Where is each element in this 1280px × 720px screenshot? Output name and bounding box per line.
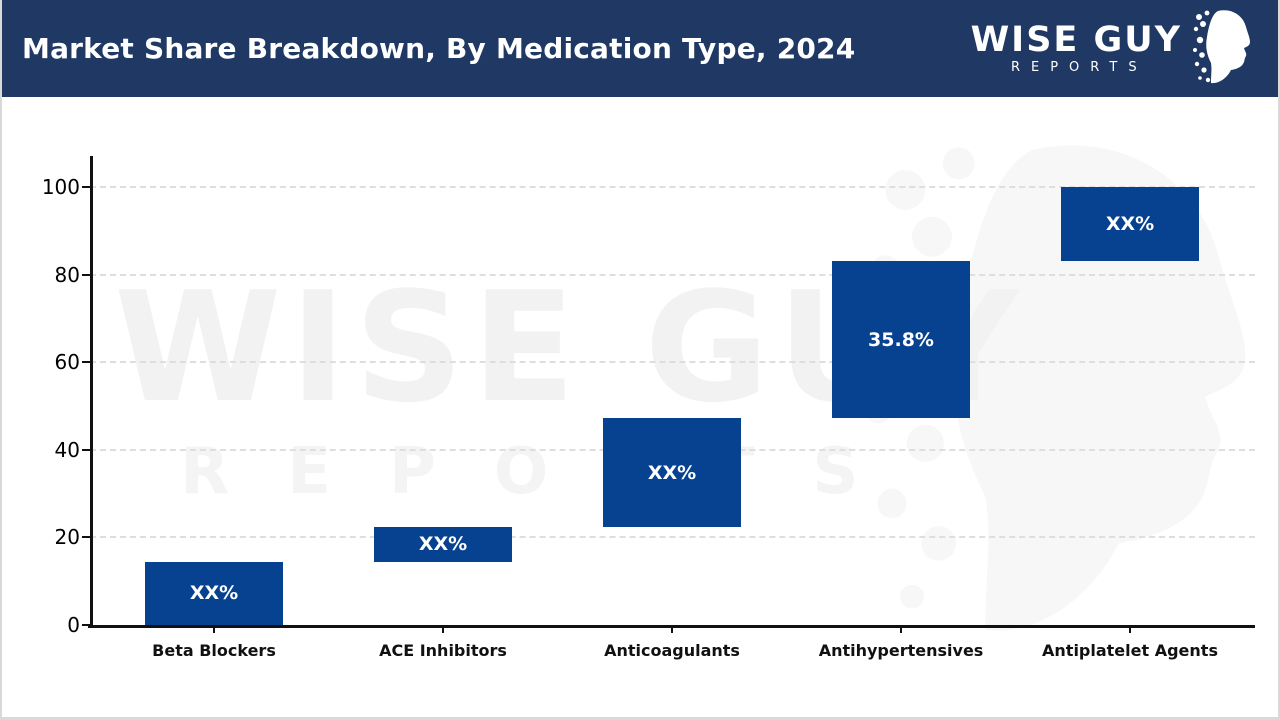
x-category-label: Anticoagulants	[604, 641, 740, 660]
bar: XX%	[374, 526, 512, 562]
x-axis-line	[88, 625, 1255, 628]
y-gridline	[90, 361, 1255, 364]
y-tick-label: 20	[54, 525, 80, 550]
logo-text: WISE GUY REPORTS	[970, 20, 1182, 75]
y-tick-mark	[82, 186, 90, 188]
y-gridline	[90, 273, 1255, 276]
wise-guy-reports-logo: WISE GUY REPORTS	[971, 7, 1254, 91]
x-category-label: Beta Blockers	[152, 641, 276, 660]
bar: XX%	[603, 418, 741, 527]
bar: XX%	[145, 561, 283, 625]
y-tick-mark	[82, 361, 90, 364]
x-tick-mark	[671, 627, 673, 633]
y-tick-label: 40	[54, 437, 80, 462]
y-gridline	[90, 186, 1255, 188]
bar-value-label: XX%	[1105, 213, 1155, 236]
bar-value-label: 35.8%	[868, 328, 934, 351]
x-category-label: ACE Inhibitors	[379, 641, 507, 660]
x-tick-mark	[213, 627, 215, 633]
bar-value-label: XX%	[418, 533, 468, 556]
y-tick-mark	[82, 536, 90, 539]
x-tick-mark	[442, 627, 444, 633]
y-tick-mark	[82, 273, 90, 276]
waterfall-chart: 0 20 40 60 80 100 XX% Beta Blockers XX% ACE Inhib…	[2, 97, 1278, 717]
dotted-head-icon	[1188, 7, 1254, 91]
y-gridline	[90, 536, 1255, 539]
y-tick-label: 80	[54, 262, 80, 287]
y-tick-label: 100	[41, 175, 80, 199]
page-title: Market Share Breakdown, By Medication Ty…	[22, 32, 856, 65]
y-tick-mark	[82, 448, 90, 451]
bar: 35.8%	[832, 261, 970, 419]
bar-value-label: XX%	[647, 461, 697, 484]
y-tick-label: 60	[54, 350, 80, 375]
x-tick-mark	[900, 627, 902, 633]
y-axis-line	[90, 156, 93, 627]
x-tick-mark	[1129, 627, 1131, 633]
x-category-label: Antihypertensives	[818, 641, 984, 660]
header-bar: Market Share Breakdown, By Medication Ty…	[2, 0, 1278, 97]
logo-subtitle: REPORTS	[1010, 60, 1148, 75]
y-tick-label: 0	[67, 613, 80, 637]
x-category-label: Antiplatelet Agents	[1042, 641, 1218, 660]
logo-wordmark: WISE GUY	[970, 20, 1182, 60]
bar: XX%	[1061, 187, 1199, 262]
y-tick-mark	[82, 624, 90, 626]
bar-value-label: XX%	[189, 582, 239, 605]
